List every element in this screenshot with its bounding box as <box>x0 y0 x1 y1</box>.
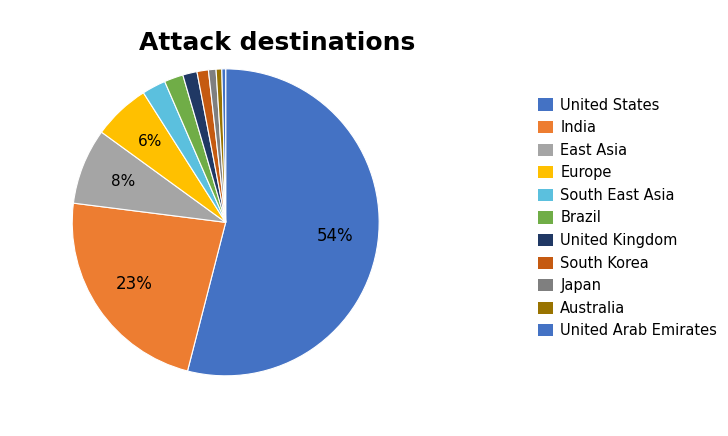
Wedge shape <box>143 82 226 222</box>
Wedge shape <box>74 132 226 222</box>
Wedge shape <box>183 72 226 222</box>
Wedge shape <box>165 75 226 222</box>
Wedge shape <box>188 69 379 376</box>
Text: 54%: 54% <box>317 227 354 245</box>
Legend: United States, India, East Asia, Europe, South East Asia, Brazil, United Kingdom: United States, India, East Asia, Europe,… <box>538 98 717 338</box>
Wedge shape <box>101 93 226 222</box>
Wedge shape <box>222 69 226 222</box>
Text: 23%: 23% <box>116 276 153 293</box>
Wedge shape <box>72 203 226 371</box>
Text: 8%: 8% <box>111 174 135 189</box>
Text: 6%: 6% <box>138 134 162 149</box>
Text: Attack destinations: Attack destinations <box>138 31 415 54</box>
Wedge shape <box>208 69 226 222</box>
Wedge shape <box>197 70 226 222</box>
Wedge shape <box>216 69 226 222</box>
